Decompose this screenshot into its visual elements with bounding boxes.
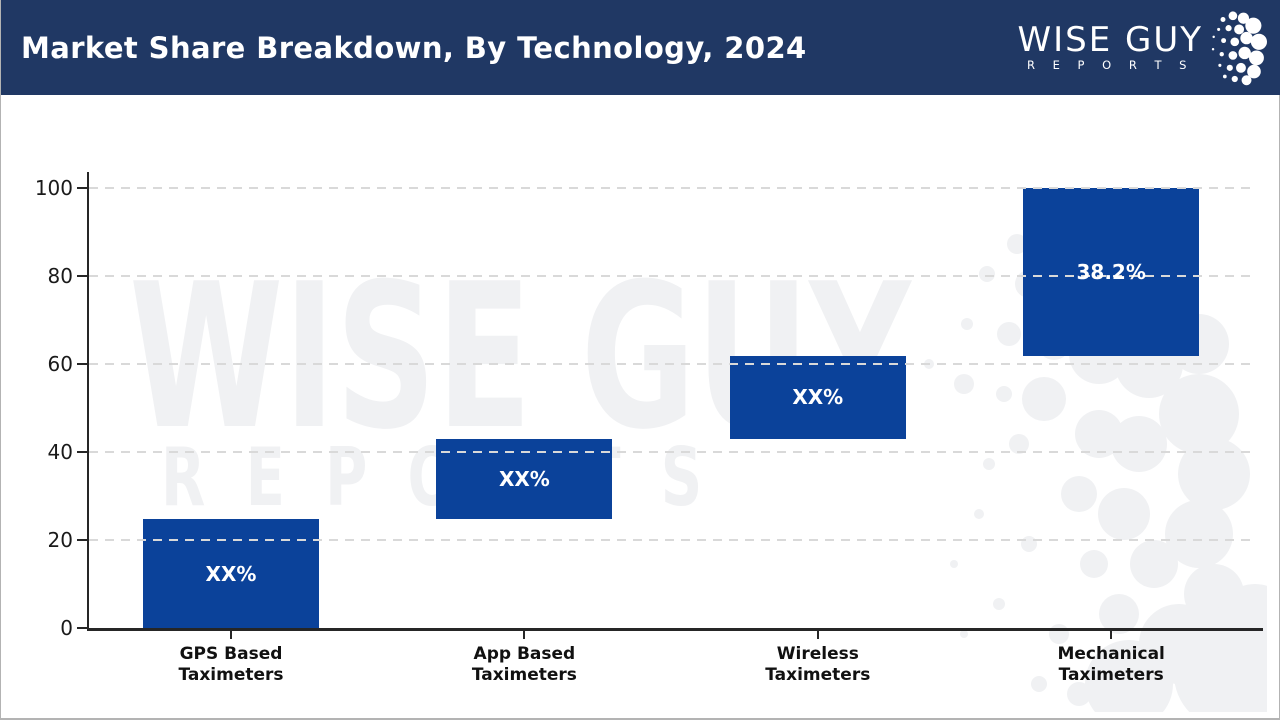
bar-gps-based-taximeters: XX%: [143, 519, 319, 628]
y-tick-40: [77, 451, 87, 453]
logo-wordmark: WISE GUY R E P O R T S: [1017, 23, 1203, 72]
y-tick-20: [77, 539, 87, 541]
wiseguy-logo: WISE GUY R E P O R T S: [1017, 9, 1267, 87]
logo-sub: R E P O R T S: [1026, 58, 1194, 73]
x-tick-gps-based-taximeters: [230, 630, 232, 639]
gridline-100: [89, 187, 1257, 189]
wiseguy-head-logo-icon: [1211, 10, 1267, 85]
x-tick-app-based-taximeters: [523, 630, 526, 639]
y-tick-label-40: 40: [47, 440, 73, 464]
x-tick-mechanical-taximeters: [1110, 630, 1113, 639]
y-tick-100: [77, 187, 87, 189]
bar-wireless-taximeters: XX%: [729, 355, 906, 440]
bar-mechanical-taximeters: 38.2%: [1023, 188, 1200, 356]
y-tick-0: [77, 627, 87, 629]
y-axis-line: [86, 172, 89, 631]
bar-value-label: XX%: [498, 467, 550, 492]
bar-value-label: XX%: [792, 385, 844, 410]
y-tick-label-20: 20: [47, 528, 73, 552]
x-category-label-wireless-taximeters: Wireless Taximeters: [765, 644, 871, 685]
gridline-60: [89, 363, 1257, 365]
x-category-label-app-based-taximeters: App Based Taximeters: [471, 644, 577, 685]
plot-area: XX% XX% XX% 38.2% 0 20 40 60 80 100 GPS Based Taxi…: [35, 172, 1263, 685]
logo-name: WISE GUY: [1017, 20, 1203, 61]
gridline-20: [89, 539, 1257, 541]
bar-value-label: 38.2%: [1076, 259, 1146, 284]
y-tick-80: [77, 275, 87, 277]
gridline-40: [89, 451, 1257, 453]
y-tick-label-0: 0: [60, 616, 73, 640]
header: Market Share Breakdown, By Technology, 2…: [1, 0, 1280, 95]
y-tick-label-60: 60: [47, 352, 73, 376]
x-category-label-mechanical-taximeters: Mechanical Taximeters: [1057, 644, 1165, 685]
x-tick-wireless-taximeters: [816, 630, 819, 639]
gridline-80: [89, 275, 1257, 277]
y-tick-60: [77, 363, 87, 365]
page-title: Market Share Breakdown, By Technology, 2…: [21, 30, 807, 65]
x-category-label-gps-based-taximeters: GPS Based Taximeters: [178, 644, 284, 685]
x-axis-line: [86, 628, 1263, 631]
y-tick-label-80: 80: [47, 264, 73, 288]
y-tick-label-100: 100: [34, 176, 73, 200]
bar-value-label: XX%: [205, 561, 257, 586]
